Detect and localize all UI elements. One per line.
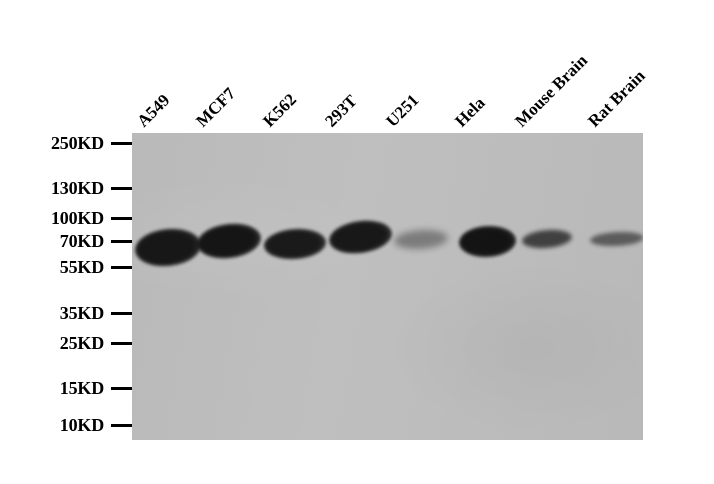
marker-row: 70KD xyxy=(22,230,145,252)
protein-band xyxy=(521,227,573,251)
protein-band xyxy=(327,216,394,258)
lane-label: Rat Brain xyxy=(584,66,649,131)
marker-row: 55KD xyxy=(22,256,145,278)
marker-label: 10KD xyxy=(59,415,104,435)
marker-label: 100KD xyxy=(50,208,104,228)
lane-label: MCF7 xyxy=(192,83,240,131)
protein-band xyxy=(133,225,203,270)
protein-band xyxy=(589,230,643,248)
marker-label: 35KD xyxy=(59,303,104,323)
marker-row: 15KD xyxy=(22,377,145,399)
marker-row: 130KD xyxy=(22,177,145,199)
lane-label: Hela xyxy=(451,93,489,131)
marker-label: 25KD xyxy=(59,333,104,353)
marker-row: 35KD xyxy=(22,302,145,324)
marker-label: 250KD xyxy=(50,133,104,153)
lane-label: K562 xyxy=(259,89,301,131)
marker-label: 130KD xyxy=(50,178,104,198)
protein-band xyxy=(458,224,517,259)
lane-label: Mouse Brain xyxy=(511,50,592,131)
lane-label: 293T xyxy=(321,91,361,131)
membrane-texture xyxy=(132,133,643,440)
marker-row: 100KD xyxy=(22,207,145,229)
marker-label: 70KD xyxy=(59,231,104,251)
blot-membrane xyxy=(132,133,643,440)
marker-row: 10KD xyxy=(22,414,145,436)
marker-row: 250KD xyxy=(22,132,145,154)
protein-band xyxy=(393,228,449,251)
lane-label: A549 xyxy=(133,90,174,131)
marker-label: 55KD xyxy=(59,257,104,277)
protein-band xyxy=(263,226,327,262)
marker-label: 15KD xyxy=(59,378,104,398)
lane-label: U251 xyxy=(382,90,423,131)
marker-row: 25KD xyxy=(22,332,145,354)
protein-band xyxy=(195,220,263,262)
